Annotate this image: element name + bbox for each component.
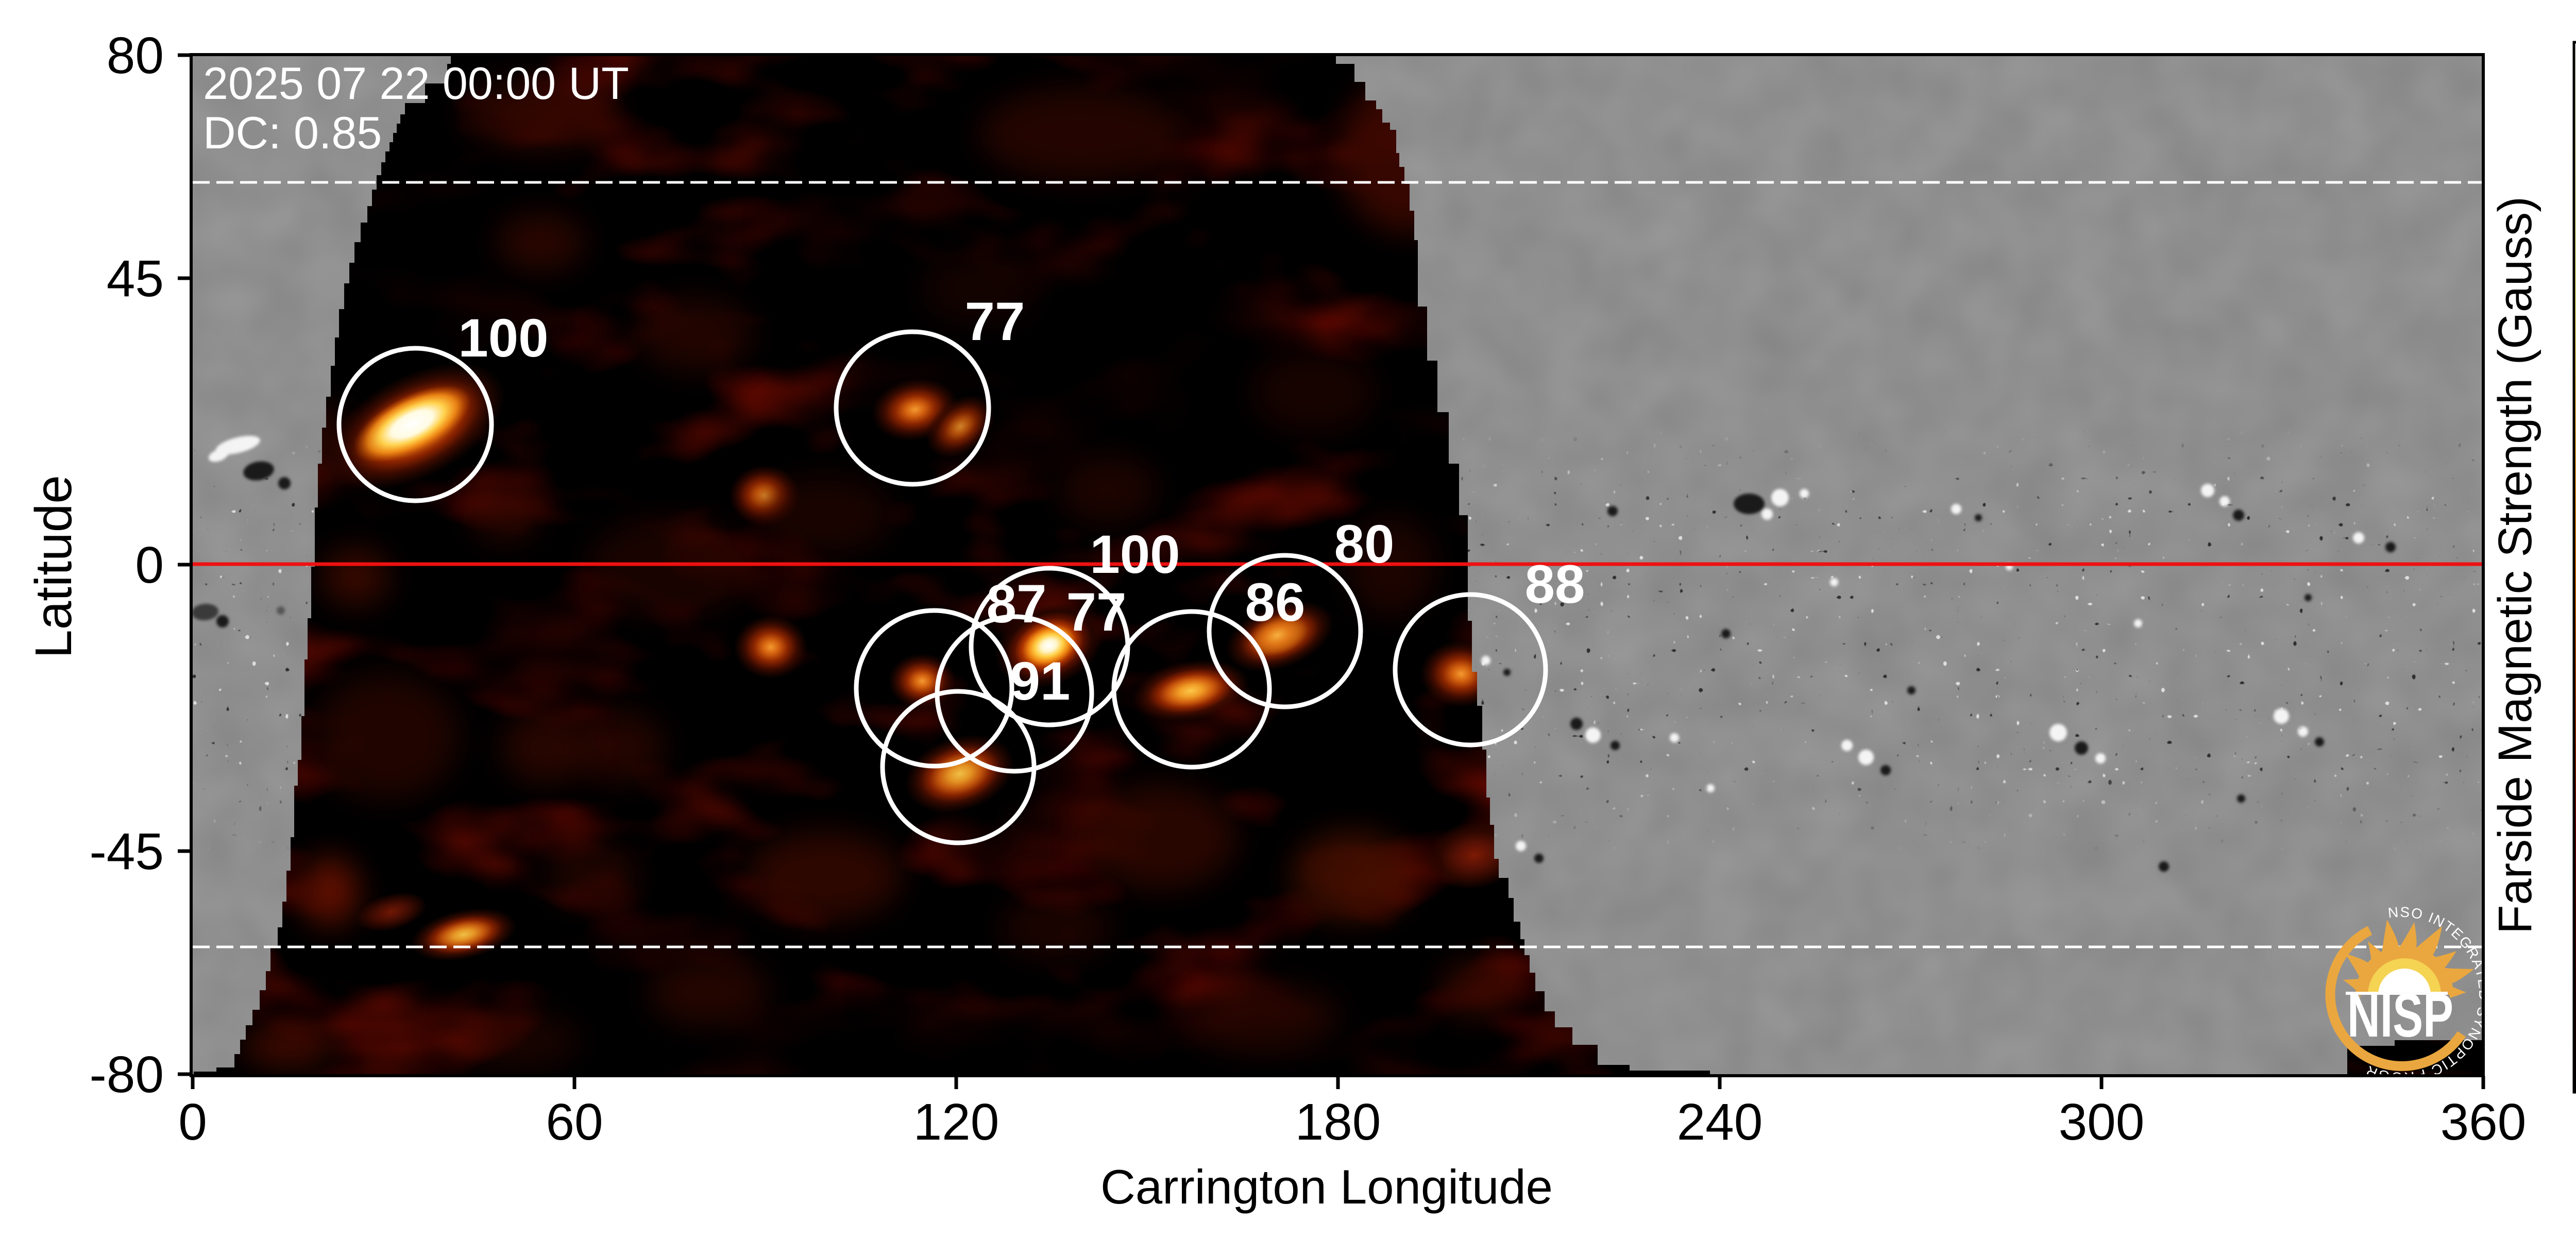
svg-text:100: 100 xyxy=(458,308,548,368)
svg-text:180: 180 xyxy=(1295,1093,1381,1151)
svg-text:Latitude: Latitude xyxy=(25,475,82,658)
svg-text:87: 87 xyxy=(987,574,1047,634)
svg-text:300: 300 xyxy=(2059,1093,2145,1151)
svg-text:0: 0 xyxy=(178,1093,207,1151)
svg-text:86: 86 xyxy=(1245,572,1306,633)
svg-text:-80: -80 xyxy=(89,1046,164,1104)
svg-text:DC: 0.85: DC: 0.85 xyxy=(203,107,382,158)
svg-text:77: 77 xyxy=(1066,582,1127,642)
svg-text:45: 45 xyxy=(107,250,164,308)
svg-text:360: 360 xyxy=(2441,1093,2527,1151)
svg-text:80: 80 xyxy=(107,27,164,84)
svg-text:NISP: NISP xyxy=(2347,981,2453,1050)
svg-text:91: 91 xyxy=(1010,651,1071,711)
svg-text:-45: -45 xyxy=(89,823,164,880)
svg-text:120: 120 xyxy=(913,1093,999,1151)
svg-text:Carrington Longitude: Carrington Longitude xyxy=(1100,1160,1553,1214)
svg-text:77: 77 xyxy=(965,292,1025,352)
svg-text:Farside Magnetic Strength (Gau: Farside Magnetic Strength (Gauss) xyxy=(2489,196,2541,934)
svg-text:60: 60 xyxy=(546,1093,603,1151)
svg-text:80: 80 xyxy=(1334,514,1395,574)
svg-text:100: 100 xyxy=(1090,524,1180,585)
svg-text:88: 88 xyxy=(1525,554,1585,615)
svg-text:2025 07 22 00:00 UT: 2025 07 22 00:00 UT xyxy=(203,58,629,109)
svg-text:240: 240 xyxy=(1677,1093,1763,1151)
svg-text:0: 0 xyxy=(135,536,164,594)
